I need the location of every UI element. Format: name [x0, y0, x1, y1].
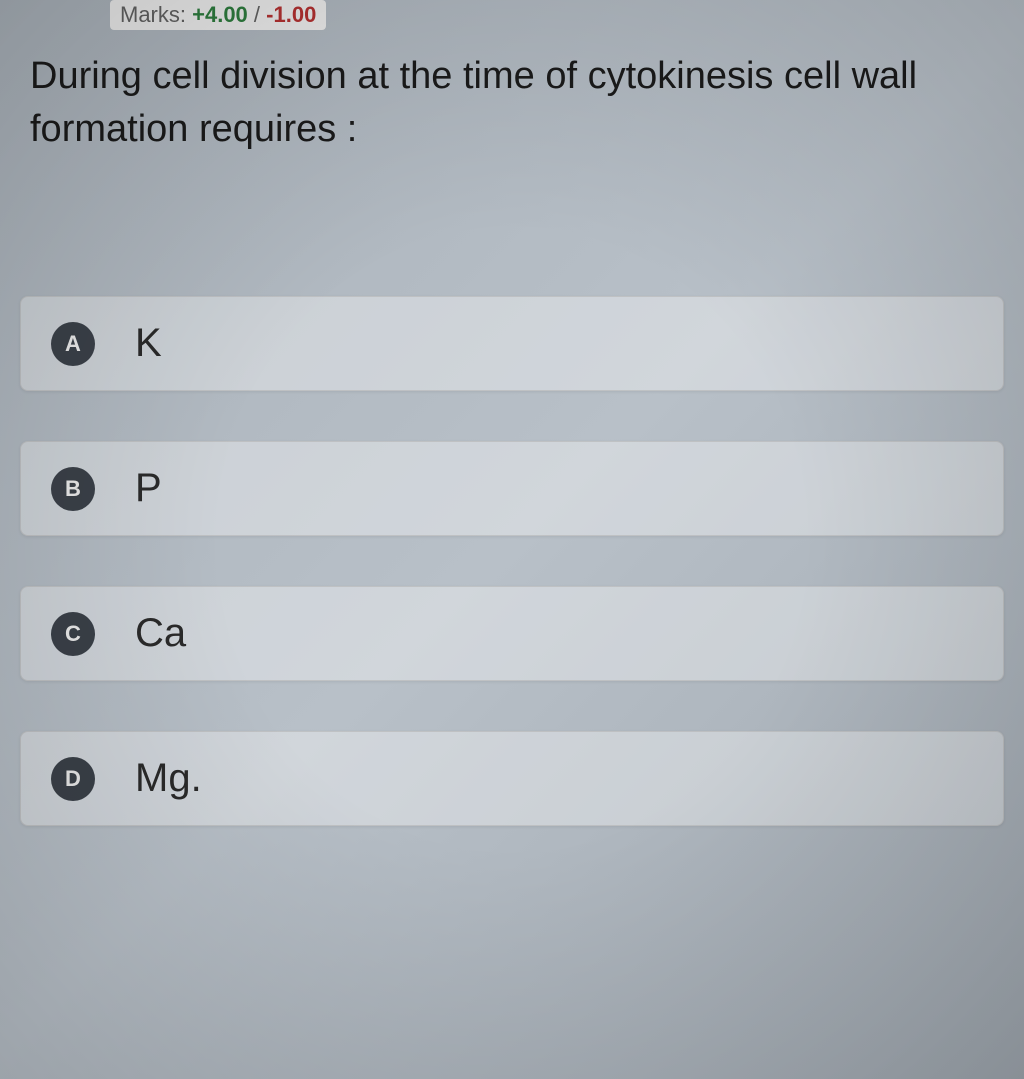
option-badge-d: D [51, 757, 95, 801]
question-text: During cell division at the time of cyto… [20, 50, 1004, 156]
marks-separator: / [254, 2, 260, 27]
marks-positive: +4.00 [192, 2, 248, 27]
marks-label: Marks: [120, 2, 186, 27]
option-badge-a: A [51, 322, 95, 366]
option-badge-c: C [51, 612, 95, 656]
marks-indicator: Marks: +4.00 / -1.00 [110, 0, 326, 30]
option-b[interactable]: B P [20, 441, 1004, 536]
option-label-c: Ca [135, 611, 186, 656]
option-d[interactable]: D Mg. [20, 731, 1004, 826]
option-a[interactable]: A K [20, 296, 1004, 391]
option-label-a: K [135, 321, 162, 366]
marks-negative: -1.00 [266, 2, 316, 27]
option-label-d: Mg. [135, 756, 202, 801]
option-badge-b: B [51, 467, 95, 511]
option-c[interactable]: C Ca [20, 586, 1004, 681]
option-label-b: P [135, 466, 162, 511]
